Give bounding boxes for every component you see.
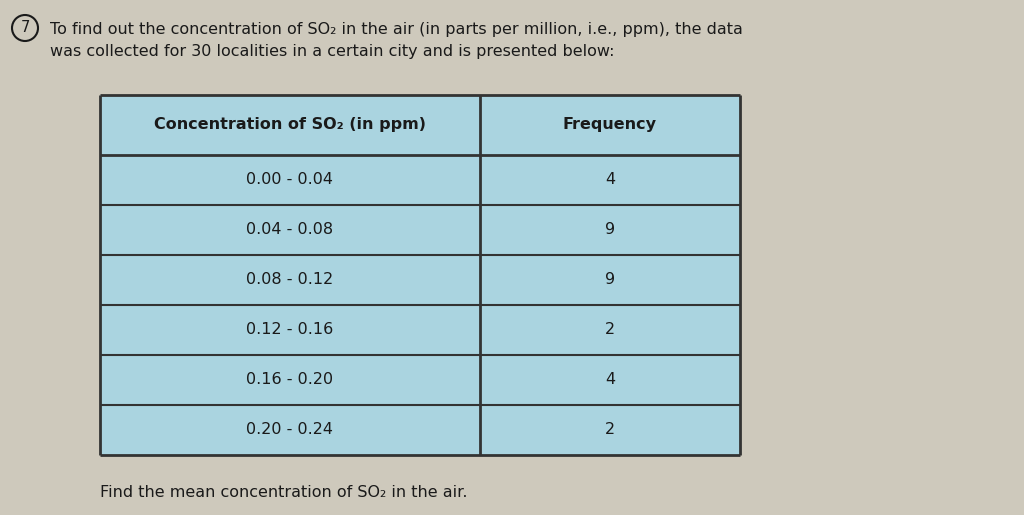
Text: 0.20 - 0.24: 0.20 - 0.24 xyxy=(247,422,334,438)
Text: 7: 7 xyxy=(20,21,30,36)
Text: Find the mean concentration of SO₂ in the air.: Find the mean concentration of SO₂ in th… xyxy=(100,485,468,500)
Text: 0.00 - 0.04: 0.00 - 0.04 xyxy=(247,173,334,187)
Text: Frequency: Frequency xyxy=(563,117,657,132)
Text: 4: 4 xyxy=(605,372,615,387)
Text: 0.08 - 0.12: 0.08 - 0.12 xyxy=(247,272,334,287)
Text: 4: 4 xyxy=(605,173,615,187)
Text: Concentration of SO₂ (in ppm): Concentration of SO₂ (in ppm) xyxy=(154,117,426,132)
Text: 0.04 - 0.08: 0.04 - 0.08 xyxy=(247,222,334,237)
Text: 9: 9 xyxy=(605,272,615,287)
Text: 0.16 - 0.20: 0.16 - 0.20 xyxy=(247,372,334,387)
Text: 2: 2 xyxy=(605,422,615,438)
Text: 2: 2 xyxy=(605,322,615,337)
Text: 9: 9 xyxy=(605,222,615,237)
Bar xyxy=(100,95,740,455)
Text: 0.12 - 0.16: 0.12 - 0.16 xyxy=(247,322,334,337)
Text: To find out the concentration of SO₂ in the air (in parts per million, i.e., ppm: To find out the concentration of SO₂ in … xyxy=(50,22,742,59)
